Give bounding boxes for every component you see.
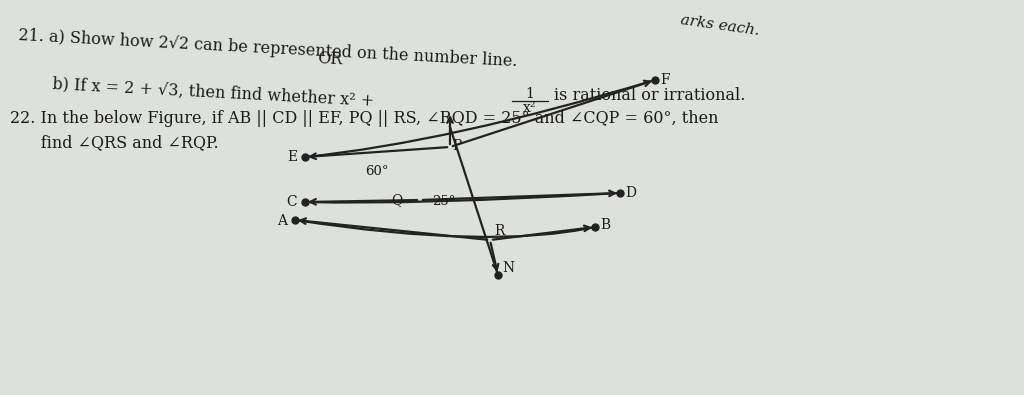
Text: 21. a) Show how 2√2 can be represented on the number line.: 21. a) Show how 2√2 can be represented o… — [18, 27, 518, 70]
Text: is rational or irrational.: is rational or irrational. — [554, 87, 745, 104]
Text: find ∠QRS and ∠RQP.: find ∠QRS and ∠RQP. — [10, 134, 219, 151]
Text: F: F — [660, 73, 670, 87]
Text: arks each.: arks each. — [680, 13, 761, 38]
Text: P: P — [452, 139, 461, 153]
Point — [611, 190, 628, 196]
Point — [647, 77, 664, 83]
Text: 25°: 25° — [432, 195, 456, 208]
Point — [587, 224, 603, 230]
Text: A: A — [278, 214, 287, 228]
Text: R: R — [494, 224, 505, 238]
Text: 22. In the below Figure, if AB || CD || EF, PQ || RS, ∠RQD = 25° and ∠CQP = 60°,: 22. In the below Figure, if AB || CD || … — [10, 110, 719, 127]
Text: Q: Q — [391, 193, 402, 207]
Text: N: N — [502, 261, 514, 275]
Point — [489, 272, 506, 278]
Text: D: D — [625, 186, 636, 200]
Point — [297, 154, 313, 160]
Text: 1: 1 — [525, 87, 535, 101]
Text: B: B — [600, 218, 610, 232]
Point — [297, 199, 313, 205]
Text: E: E — [287, 150, 297, 164]
Point — [287, 217, 303, 223]
Text: x²: x² — [523, 101, 537, 115]
Text: OR: OR — [317, 50, 343, 68]
Text: C: C — [287, 195, 297, 209]
Text: 60°: 60° — [365, 165, 388, 178]
Text: b) If x = 2 + √3, then find whether x² +: b) If x = 2 + √3, then find whether x² + — [52, 75, 375, 109]
